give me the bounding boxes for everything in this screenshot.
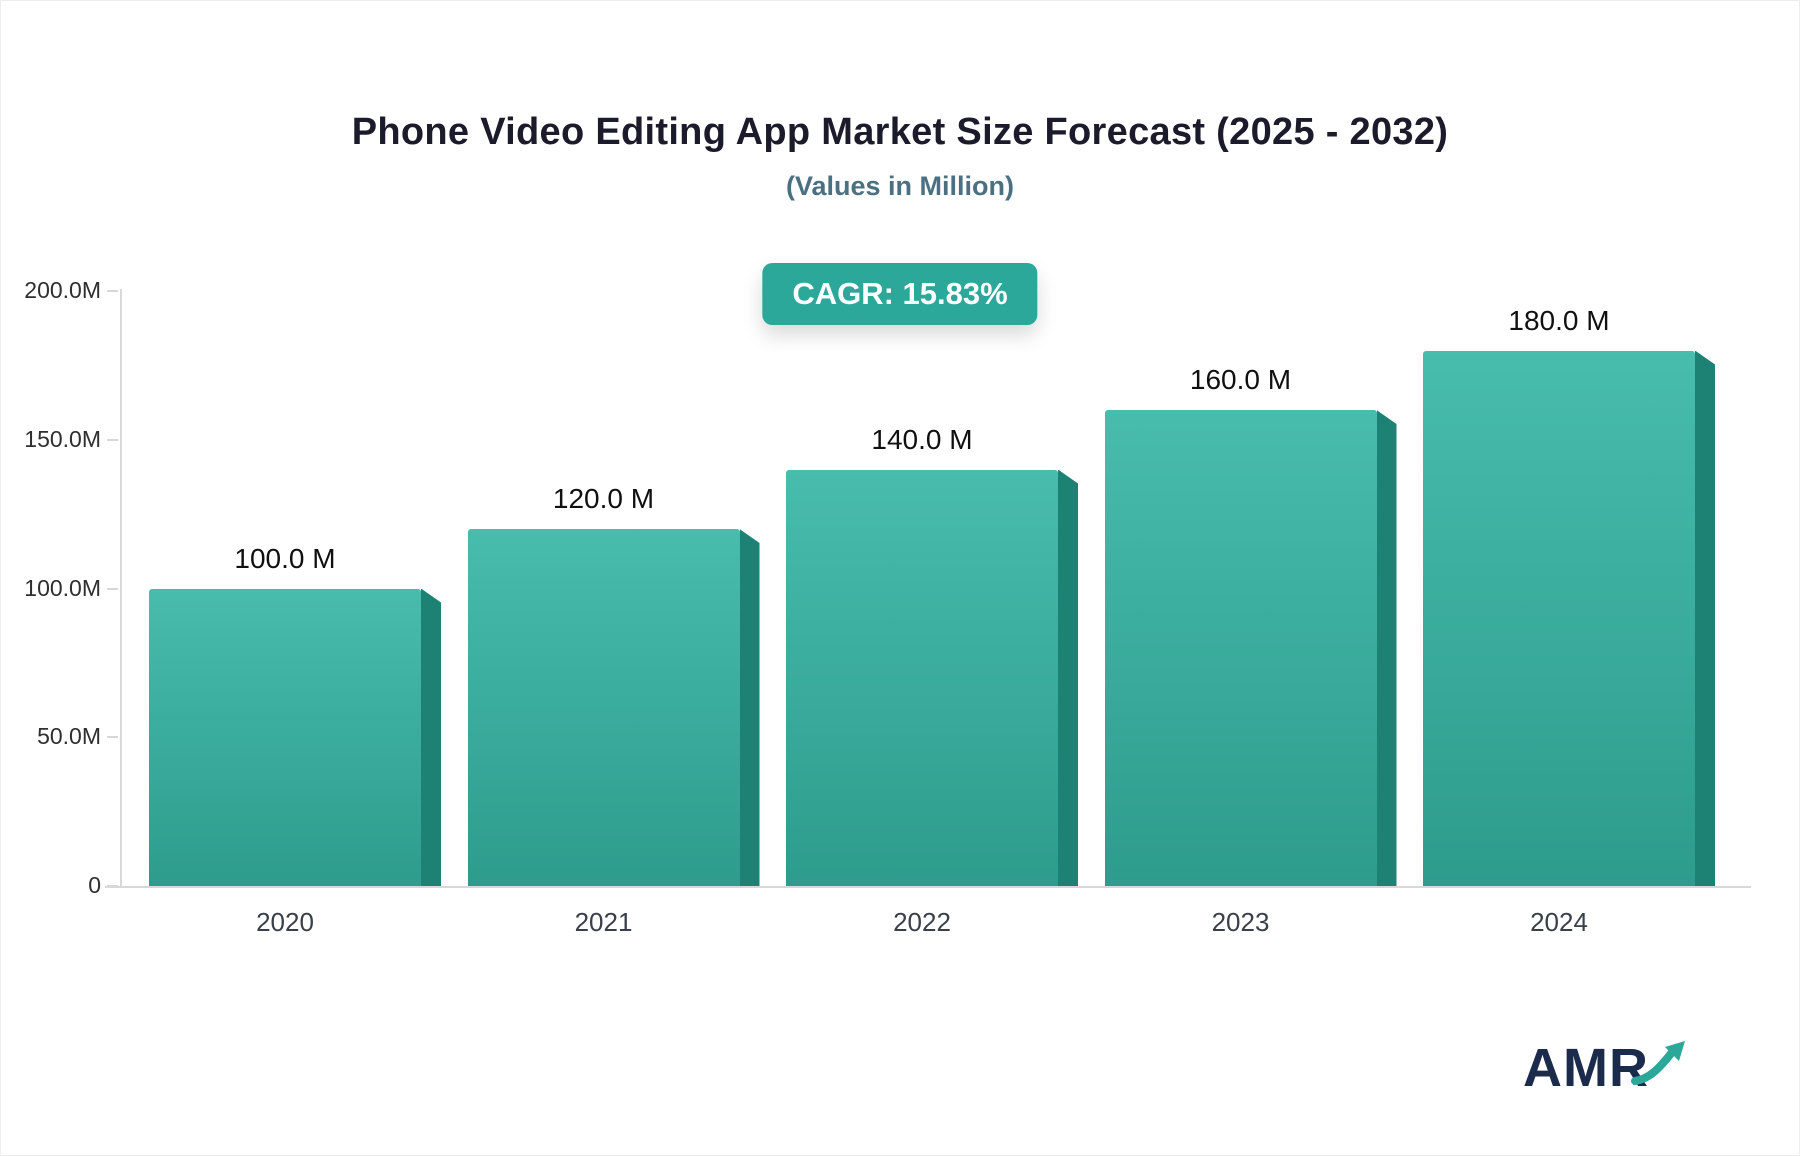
y-tick-mark — [107, 438, 118, 441]
chart-title: Phone Video Editing App Market Size Fore… — [351, 111, 1449, 153]
y-tick-label: 150.0M — [24, 425, 101, 452]
bar-2020 — [149, 588, 421, 886]
bar-side-2022 — [1058, 469, 1078, 886]
bar-2022 — [786, 469, 1058, 886]
y-tick-label: 200.0M — [24, 277, 101, 303]
x-axis-label-2020: 2020 — [256, 907, 314, 937]
x-axis-label-2023: 2023 — [1211, 907, 1270, 937]
x-axis-line — [105, 886, 1751, 888]
bar-2023 — [1104, 410, 1377, 886]
x-axis-label-2021: 2021 — [574, 907, 633, 937]
bar-value-label: 100.0 M — [234, 542, 336, 574]
bar-side-2021 — [739, 529, 760, 886]
bar-value-label: 180.0 M — [1508, 304, 1610, 336]
bar-2021 — [467, 529, 740, 886]
amr-logo: AMR — [1523, 1037, 1689, 1099]
y-axis-line — [120, 289, 122, 888]
bar-2024 — [1423, 350, 1695, 886]
x-axis-label-2024: 2024 — [1530, 907, 1588, 937]
y-tick-mark — [107, 736, 118, 739]
amr-logo-text: AMR — [1523, 1038, 1649, 1098]
bar-value-label: 140.0 M — [871, 423, 973, 455]
amr-logo-arrow-icon — [1630, 1041, 1685, 1085]
y-tick-label: 0 — [88, 872, 101, 898]
y-tick-label: 50.0M — [37, 723, 101, 750]
bar-value-label: 160.0 M — [1189, 364, 1292, 395]
bar-side-2020 — [421, 588, 441, 886]
y-tick-mark — [107, 885, 118, 887]
bar-value-label: 120.0 M — [552, 483, 655, 514]
y-tick-mark — [107, 290, 118, 292]
cagr-badge: CAGR: 15.83% — [762, 263, 1038, 325]
y-tick-label: 100.0M — [24, 574, 101, 601]
bar-side-2024 — [1695, 350, 1715, 886]
cagr-badge-label: CAGR: 15.83% — [792, 276, 1008, 311]
x-axis-label-2022: 2022 — [893, 907, 951, 937]
y-tick-mark — [107, 587, 118, 590]
bar-side-2023 — [1376, 410, 1397, 886]
chart-subtitle: (Values in Million) — [785, 171, 1015, 201]
